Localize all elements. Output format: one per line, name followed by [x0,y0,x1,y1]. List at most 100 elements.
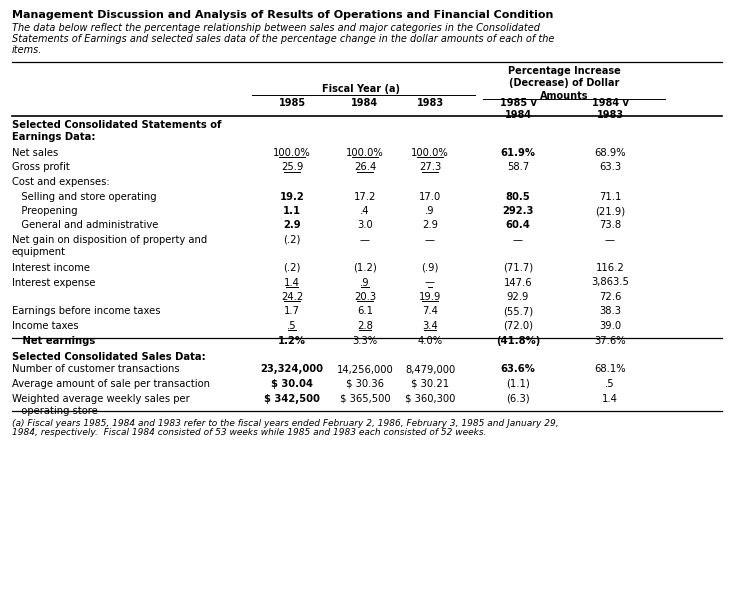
Text: 147.6: 147.6 [504,278,532,287]
Text: Net earnings: Net earnings [12,336,95,346]
Text: 37.6%: 37.6% [594,336,626,346]
Text: Net gain on disposition of property and
equipment: Net gain on disposition of property and … [12,235,207,258]
Text: (1.2): (1.2) [353,263,377,273]
Text: Selected Consolidated Statements of
Earnings Data:: Selected Consolidated Statements of Earn… [12,120,221,142]
Text: 27.3: 27.3 [419,163,441,173]
Text: 3.0: 3.0 [357,220,373,230]
Text: 100.0%: 100.0% [273,148,311,158]
Text: 19.2: 19.2 [279,191,304,202]
Text: —: — [425,278,435,287]
Text: 92.9: 92.9 [507,292,529,302]
Text: .5: .5 [605,379,615,389]
Text: 61.9%: 61.9% [501,148,536,158]
Text: 73.8: 73.8 [599,220,621,230]
Text: .4: .4 [360,206,369,216]
Text: Net sales: Net sales [12,148,58,158]
Text: 1.4: 1.4 [284,278,300,287]
Text: Number of customer transactions: Number of customer transactions [12,365,180,375]
Text: (71.7): (71.7) [503,263,533,273]
Text: (.9): (.9) [421,263,438,273]
Text: 1984, respectively.  Fiscal 1984 consisted of 53 weeks while 1985 and 1983 each : 1984, respectively. Fiscal 1984 consiste… [12,428,487,437]
Text: (72.0): (72.0) [503,321,533,331]
Text: Statements of Earnings and selected sales data of the percentage change in the d: Statements of Earnings and selected sale… [12,34,554,44]
Text: 1.4: 1.4 [602,394,618,404]
Text: 2.8: 2.8 [357,321,373,331]
Text: 1983: 1983 [416,98,443,108]
Text: 23,324,000: 23,324,000 [260,365,323,375]
Text: 100.0%: 100.0% [411,148,449,158]
Text: Fiscal Year (a): Fiscal Year (a) [322,84,400,94]
Text: —: — [360,235,370,245]
Text: 60.4: 60.4 [506,220,531,230]
Text: (6.3): (6.3) [507,394,530,404]
Text: 1.2%: 1.2% [278,336,306,346]
Text: 58.7: 58.7 [507,163,529,173]
Text: $ 365,500: $ 365,500 [339,394,390,404]
Text: 1984 v
1983: 1984 v 1983 [592,98,628,121]
Text: 80.5: 80.5 [506,191,531,202]
Text: 1984: 1984 [351,98,378,108]
Text: Earnings before income taxes: Earnings before income taxes [12,307,161,317]
Text: 24.2: 24.2 [281,292,303,302]
Text: 68.9%: 68.9% [594,148,626,158]
Text: 68.1%: 68.1% [594,365,626,375]
Text: 292.3: 292.3 [502,206,534,216]
Text: 17.2: 17.2 [354,191,376,202]
Text: (41.8%): (41.8%) [496,336,540,346]
Text: Percentage Increase
(Decrease) of Dollar
Amounts: Percentage Increase (Decrease) of Dollar… [508,66,620,101]
Text: 38.3: 38.3 [599,307,621,317]
Text: 72.6: 72.6 [599,292,621,302]
Text: —: — [425,235,435,245]
Text: 63.6%: 63.6% [501,365,535,375]
Text: 1985: 1985 [279,98,306,108]
Text: (55.7): (55.7) [503,307,533,317]
Text: Gross profit: Gross profit [12,163,70,173]
Text: 1.1: 1.1 [283,206,301,216]
Text: 20.3: 20.3 [354,292,376,302]
Text: 19.9: 19.9 [419,292,441,302]
Text: 3.4: 3.4 [422,321,438,331]
Text: The data below reflect the percentage relationship between sales and major categ: The data below reflect the percentage re… [12,23,540,33]
Text: Weighted average weekly sales per
   operating store: Weighted average weekly sales per operat… [12,394,190,416]
Text: 2.9: 2.9 [283,220,301,230]
Text: 1.7: 1.7 [284,307,300,317]
Text: Average amount of sale per transaction: Average amount of sale per transaction [12,379,210,389]
Text: 17.0: 17.0 [419,191,441,202]
Text: $ 30.04: $ 30.04 [271,379,313,389]
Text: Preopening: Preopening [12,206,78,216]
Text: 116.2: 116.2 [596,263,625,273]
Text: (21.9): (21.9) [595,206,625,216]
Text: 3,863.5: 3,863.5 [591,278,629,287]
Text: —: — [513,235,523,245]
Text: $ 30.21: $ 30.21 [411,379,449,389]
Text: $ 342,500: $ 342,500 [264,394,320,404]
Text: 39.0: 39.0 [599,321,621,331]
Text: —: — [605,235,615,245]
Text: $ 360,300: $ 360,300 [405,394,455,404]
Text: .5: .5 [287,321,297,331]
Text: Interest income: Interest income [12,263,90,273]
Text: (.2): (.2) [284,263,301,273]
Text: 8,479,000: 8,479,000 [405,365,455,375]
Text: Selling and store operating: Selling and store operating [12,191,157,202]
Text: 3.3%: 3.3% [353,336,377,346]
Text: 4.0%: 4.0% [417,336,443,346]
Text: General and administrative: General and administrative [12,220,158,230]
Text: items.: items. [12,45,43,55]
Text: Cost and expenses:: Cost and expenses: [12,177,110,187]
Text: Selected Consolidated Sales Data:: Selected Consolidated Sales Data: [12,352,206,362]
Text: 26.4: 26.4 [354,163,376,173]
Text: 63.3: 63.3 [599,163,621,173]
Text: 6.1: 6.1 [357,307,373,317]
Text: (a) Fiscal years 1985, 1984 and 1983 refer to the fiscal years ended February 2,: (a) Fiscal years 1985, 1984 and 1983 ref… [12,419,559,428]
Text: Management Discussion and Analysis of Results of Operations and Financial Condit: Management Discussion and Analysis of Re… [12,10,553,20]
Text: 14,256,000: 14,256,000 [336,365,394,375]
Text: 7.4: 7.4 [422,307,438,317]
Text: .9: .9 [425,206,435,216]
Text: 25.9: 25.9 [281,163,303,173]
Text: 100.0%: 100.0% [346,148,384,158]
Text: 2.9: 2.9 [422,220,438,230]
Text: .9: .9 [360,278,370,287]
Text: $ 30.36: $ 30.36 [346,379,384,389]
Text: (1.1): (1.1) [506,379,530,389]
